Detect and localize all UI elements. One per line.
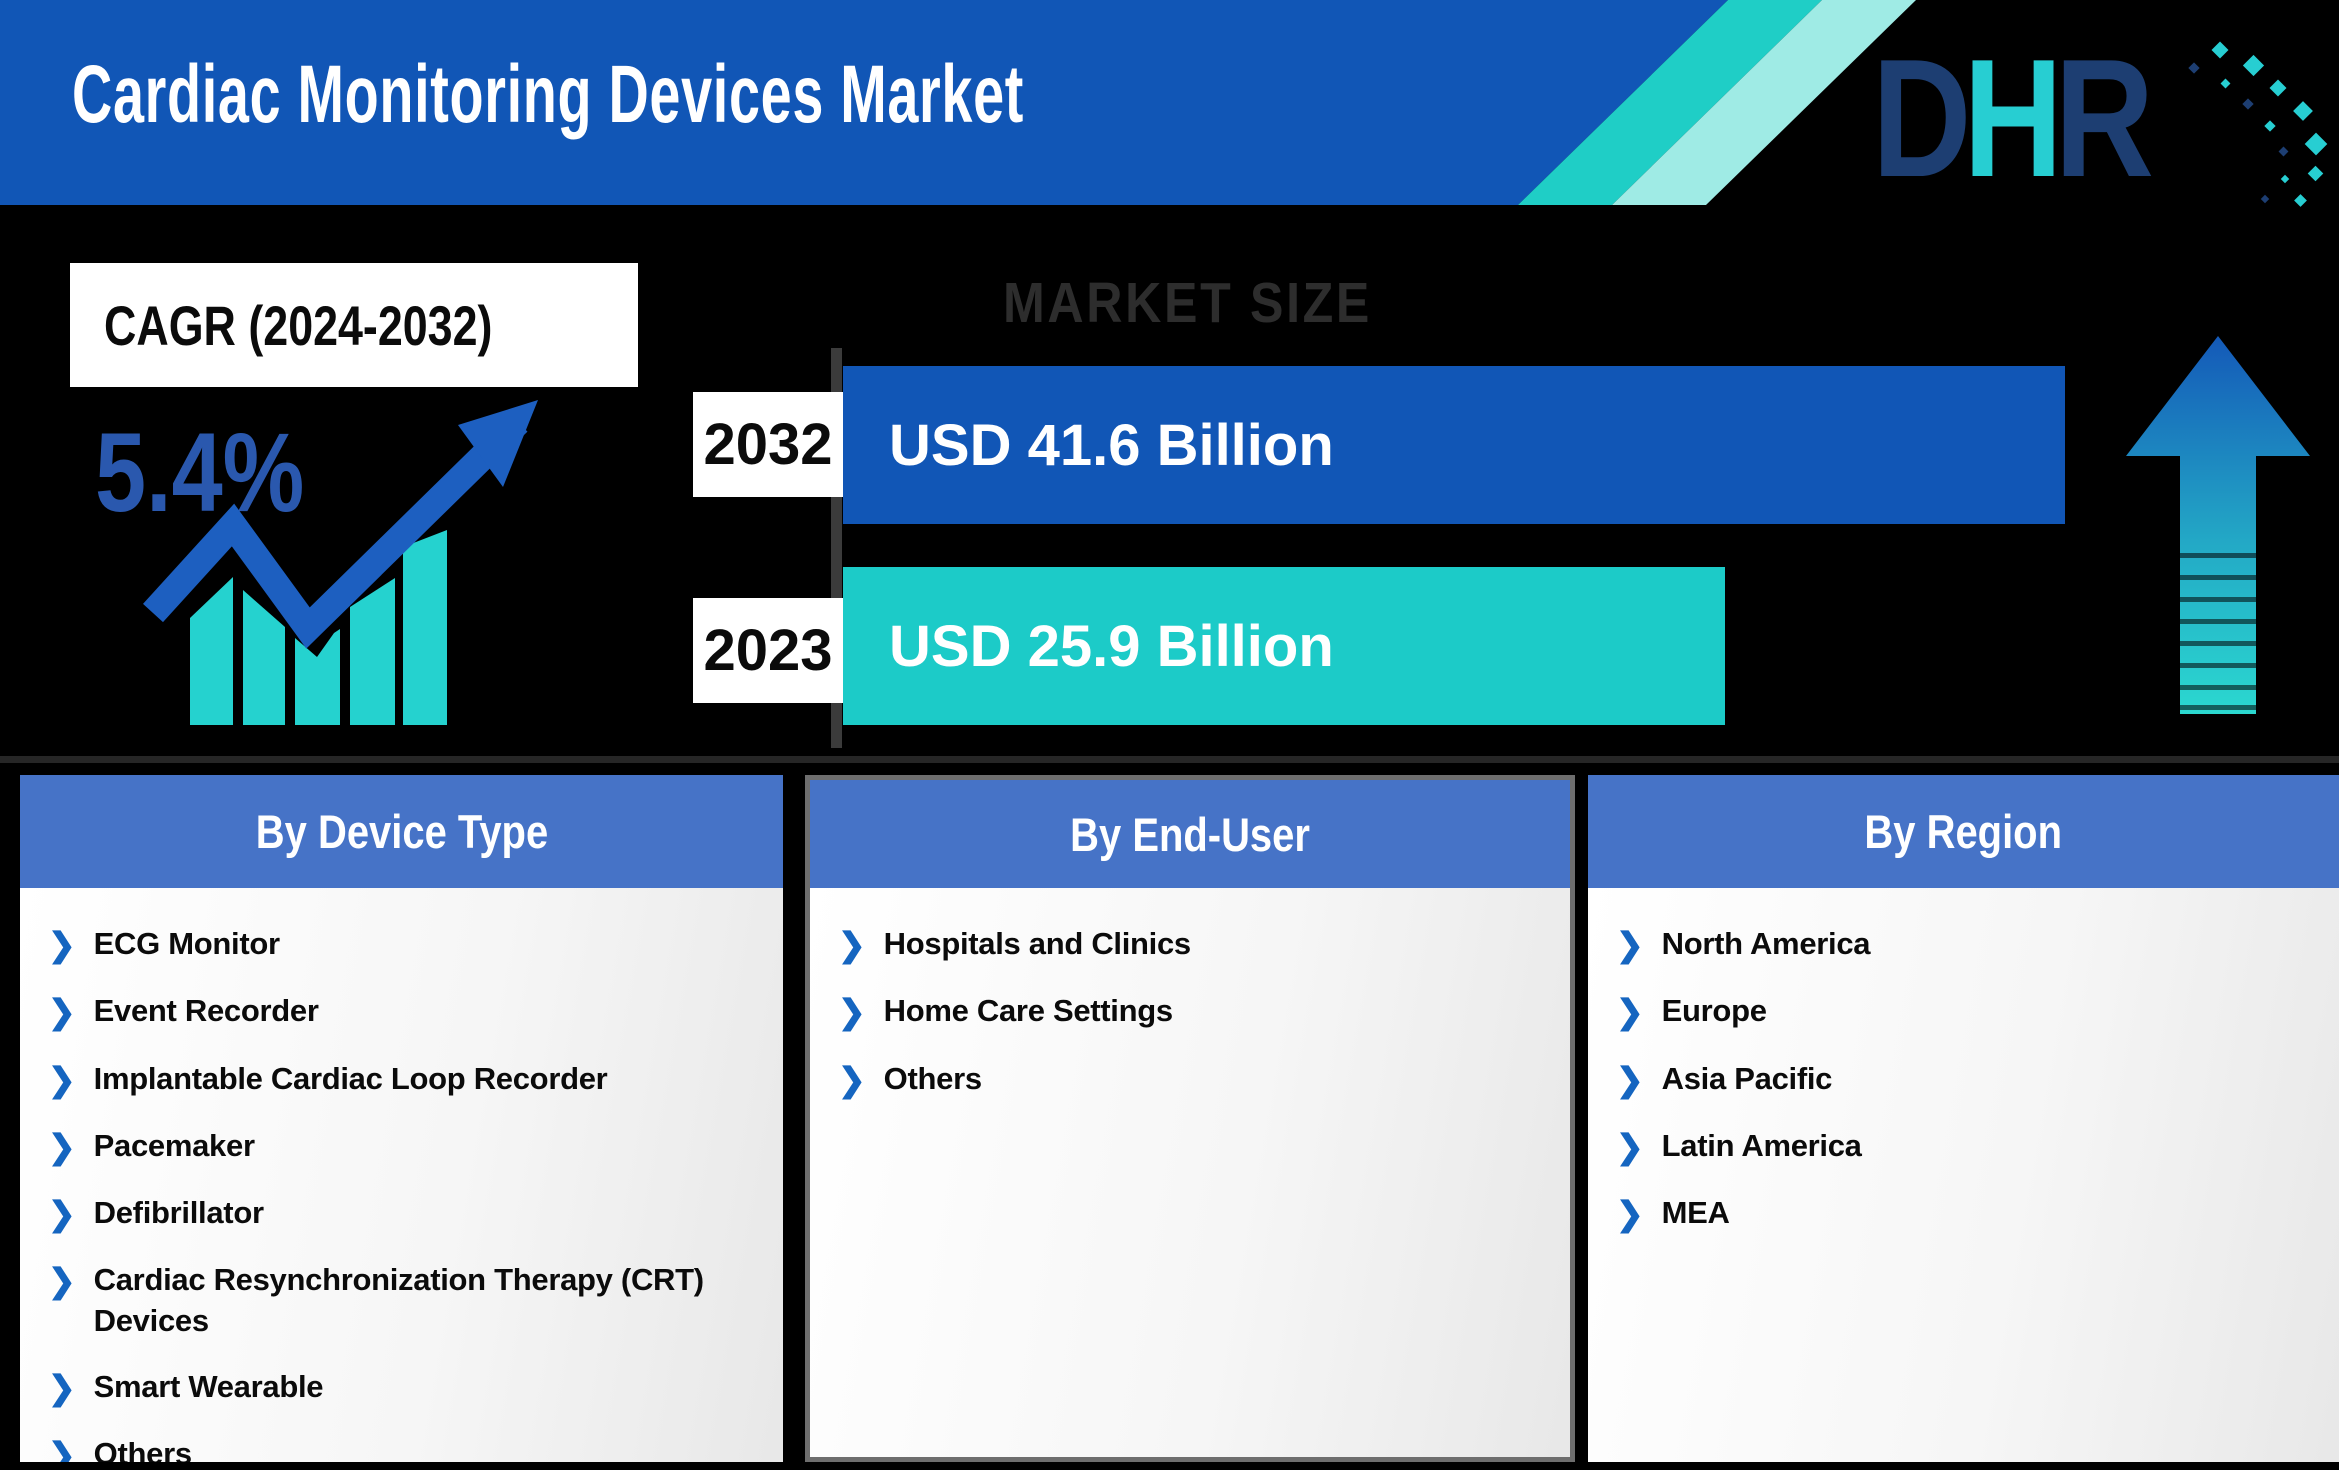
panel-by-end-user: By End-User ❯ Hospitals and Clinics ❯ Home… <box>805 775 1575 1462</box>
chevron-right-icon: ❯ <box>48 993 76 1031</box>
list-item-label: MEA <box>1661 1195 1730 1230</box>
page-title: Cardiac Monitoring Devices Market <box>72 49 1025 140</box>
chevron-right-icon: ❯ <box>1616 993 1644 1031</box>
year-label-2023: 2023 <box>693 598 843 703</box>
list-item: ❯ Latin America <box>1616 1126 2311 1167</box>
list-item: ❯ Cardiac Resynchronization Therapy (CRT)… <box>48 1260 755 1341</box>
panel-header: By End-User <box>810 780 1570 888</box>
list-item: ❯ Event Recorder <box>48 991 755 1032</box>
list-item: ❯ Implantable Cardiac Loop Recorder <box>48 1059 755 1100</box>
list-item-label: Home Care Settings <box>883 993 1173 1029</box>
list-item-label: Pacemaker <box>93 1127 255 1163</box>
header-banner <box>0 0 1728 205</box>
list-item-label: Smart Wearable <box>93 1368 324 1404</box>
chevron-right-icon: ❯ <box>48 926 76 963</box>
list-item-label: Latin America <box>1661 1127 1862 1163</box>
logo-letter-d: D <box>1872 24 1972 212</box>
chevron-right-icon: ❯ <box>48 1127 76 1165</box>
panel-by-region: By Region ❯ North America ❯ Europe ❯ Asia P… <box>1588 775 2339 1462</box>
panel-body: ❯ Hospitals and Clinics ❯ Home Care Settin… <box>810 888 1570 1457</box>
growth-chart-icon <box>143 400 538 725</box>
chevron-right-icon: ❯ <box>48 1368 76 1406</box>
list-item-label: Event Recorder <box>93 993 319 1029</box>
list-item-label: Asia Pacific <box>1661 1060 1833 1096</box>
list-item: ❯ Smart Wearable <box>48 1367 755 1408</box>
chevron-right-icon: ❯ <box>1616 1127 1644 1165</box>
list-item-label: North America <box>1661 926 1871 961</box>
list-item-label: Europe <box>1661 993 1767 1029</box>
chevron-right-icon: ❯ <box>838 993 866 1031</box>
panel-header: By Device Type <box>20 775 783 888</box>
chevron-right-icon: ❯ <box>1616 1195 1644 1232</box>
logo-letter-r: R <box>2054 24 2155 212</box>
cagr-label-box: CAGR (2024-2032) <box>70 263 638 387</box>
list-item: ❯ Others <box>838 1059 1542 1100</box>
growth-arrow-icon <box>2126 336 2310 714</box>
chevron-right-icon: ❯ <box>48 1195 76 1232</box>
list-item-label: Hospitals and Clinics <box>883 926 1192 961</box>
list-item-label: ECG Monitor <box>93 926 280 961</box>
logo-letter-h: H <box>1963 24 2063 212</box>
list-item: ❯ ECG Monitor <box>48 924 755 965</box>
list-item-label: Cardiac Resynchronization Therapy (CRT) … <box>93 1262 704 1338</box>
panel-body: ❯ North America ❯ Europe ❯ Asia Pacific ❯ La… <box>1588 888 2339 1462</box>
cagr-value: 5.4% <box>95 410 305 535</box>
list-item: ❯ Europe <box>1616 991 2311 1032</box>
chevron-right-icon: ❯ <box>838 1060 866 1098</box>
list-item-label: Others <box>883 1060 982 1096</box>
list-item-label: Others <box>93 1436 192 1462</box>
panel-title: By Device Type <box>255 805 548 858</box>
year-label-2032: 2032 <box>693 392 843 497</box>
list-item: ❯ Hospitals and Clinics <box>838 924 1542 965</box>
panel-header: By Region <box>1588 775 2339 888</box>
chevron-right-icon: ❯ <box>1616 1060 1644 1098</box>
chevron-right-icon: ❯ <box>48 1060 76 1098</box>
chevron-right-icon: ❯ <box>838 926 866 963</box>
list-item: ❯ MEA <box>1616 1193 2311 1234</box>
list-item: ❯ Asia Pacific <box>1616 1059 2311 1100</box>
list-item: ❯ Home Care Settings <box>838 991 1542 1032</box>
market-size-title: MARKET SIZE <box>1003 271 1373 335</box>
list-item: ❯ Others <box>48 1434 755 1462</box>
dhr-logo: DHR <box>1872 34 2154 202</box>
chevron-right-icon: ❯ <box>48 1436 76 1462</box>
list-item: ❯ North America <box>1616 924 2311 965</box>
panel-by-device-type: By Device Type ❯ ECG Monitor ❯ Event Recor… <box>20 775 783 1462</box>
list-item-label: Implantable Cardiac Loop Recorder <box>93 1060 608 1096</box>
panel-title: By End-User <box>1070 807 1310 861</box>
market-size-bar-2032: USD 41.6 Billion <box>843 366 2065 524</box>
chevron-right-icon: ❯ <box>48 1262 76 1300</box>
cagr-label: CAGR (2024-2032) <box>104 293 493 357</box>
section-divider <box>0 756 2339 763</box>
list-item: ❯ Pacemaker <box>48 1126 755 1167</box>
list-item-label: Defibrillator <box>93 1195 264 1230</box>
panel-title: By Region <box>1864 805 2063 858</box>
panel-body: ❯ ECG Monitor ❯ Event Recorder ❯ Implantabl… <box>20 888 783 1462</box>
list-item: ❯ Defibrillator <box>48 1193 755 1234</box>
chevron-right-icon: ❯ <box>1616 926 1644 963</box>
market-size-bar-2023: USD 25.9 Billion <box>843 567 1725 725</box>
axis-line <box>831 348 842 748</box>
